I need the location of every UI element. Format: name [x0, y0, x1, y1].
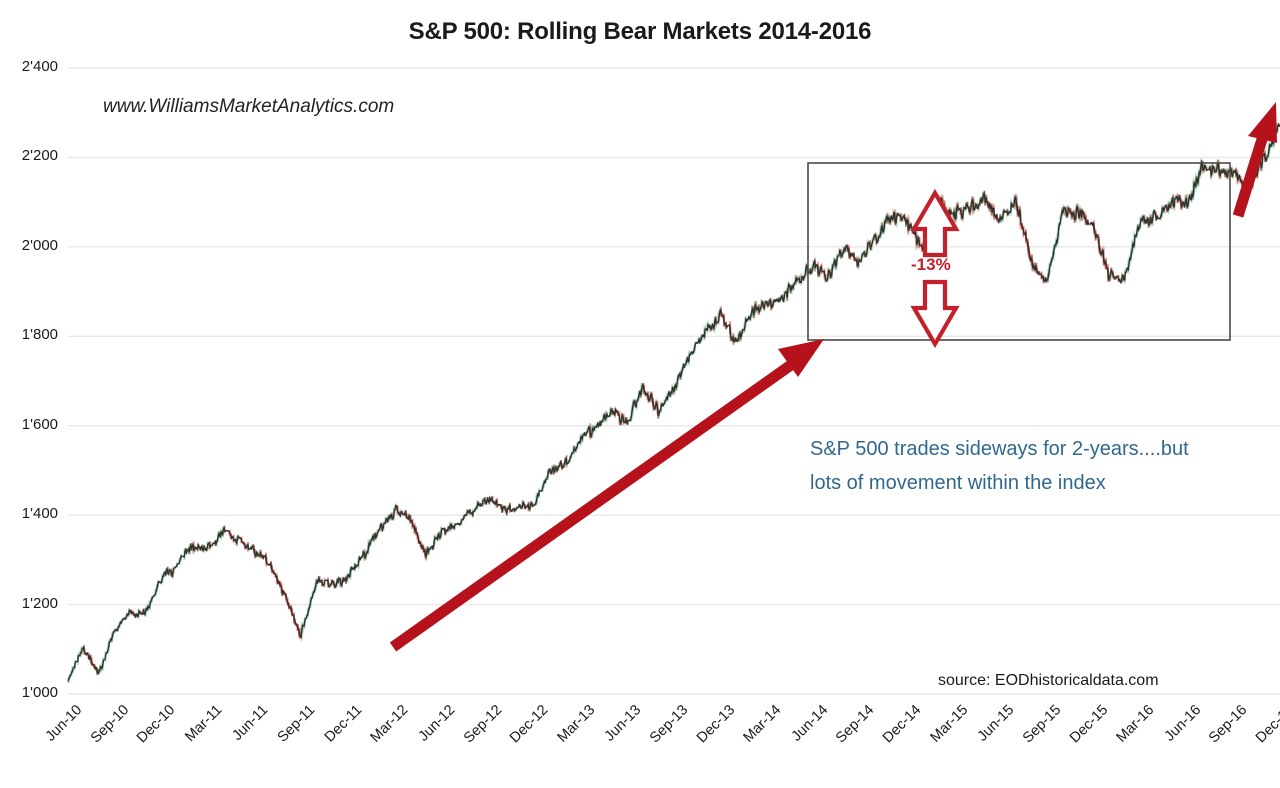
source-attribution: source: EODhistoricaldata.com: [938, 672, 1159, 689]
price-line-path: [67, 122, 1280, 682]
drawdown-down-arrow-icon: [910, 279, 960, 349]
drawdown-percent-label: -13%: [911, 255, 951, 274]
page-title: S&P 500: Rolling Bear Markets 2014-2016: [408, 18, 872, 45]
series-glow-up: [66, 122, 1280, 684]
watermark-text: www.WilliamsMarketAnalytics.com: [103, 96, 395, 117]
callout-annotation: S&P 500 trades sideways for 2-years....b…: [810, 438, 1189, 495]
breakout-arrow-icon: [1232, 102, 1277, 218]
gridlines: [68, 67, 1280, 695]
uptrend-arrow-icon: [389, 339, 824, 652]
price-line-sp500: [67, 122, 1280, 682]
y-axis-tick: 1'000: [21, 684, 58, 701]
y-axis-tick: 1'600: [21, 415, 58, 433]
drawdown-up-arrow-icon: [910, 188, 960, 258]
y-axis-tick: 2'200: [21, 147, 58, 165]
y-axis-tick: 2'000: [21, 236, 58, 254]
sideways-range-box: [807, 162, 1231, 341]
y-axis-tick: 1'800: [21, 326, 58, 344]
y-axis-tick: 1'400: [21, 505, 58, 523]
y-axis-tick: 2'400: [21, 58, 58, 75]
y-axis-tick: 1'200: [21, 594, 58, 612]
series-glow-down: [74, 121, 1280, 676]
